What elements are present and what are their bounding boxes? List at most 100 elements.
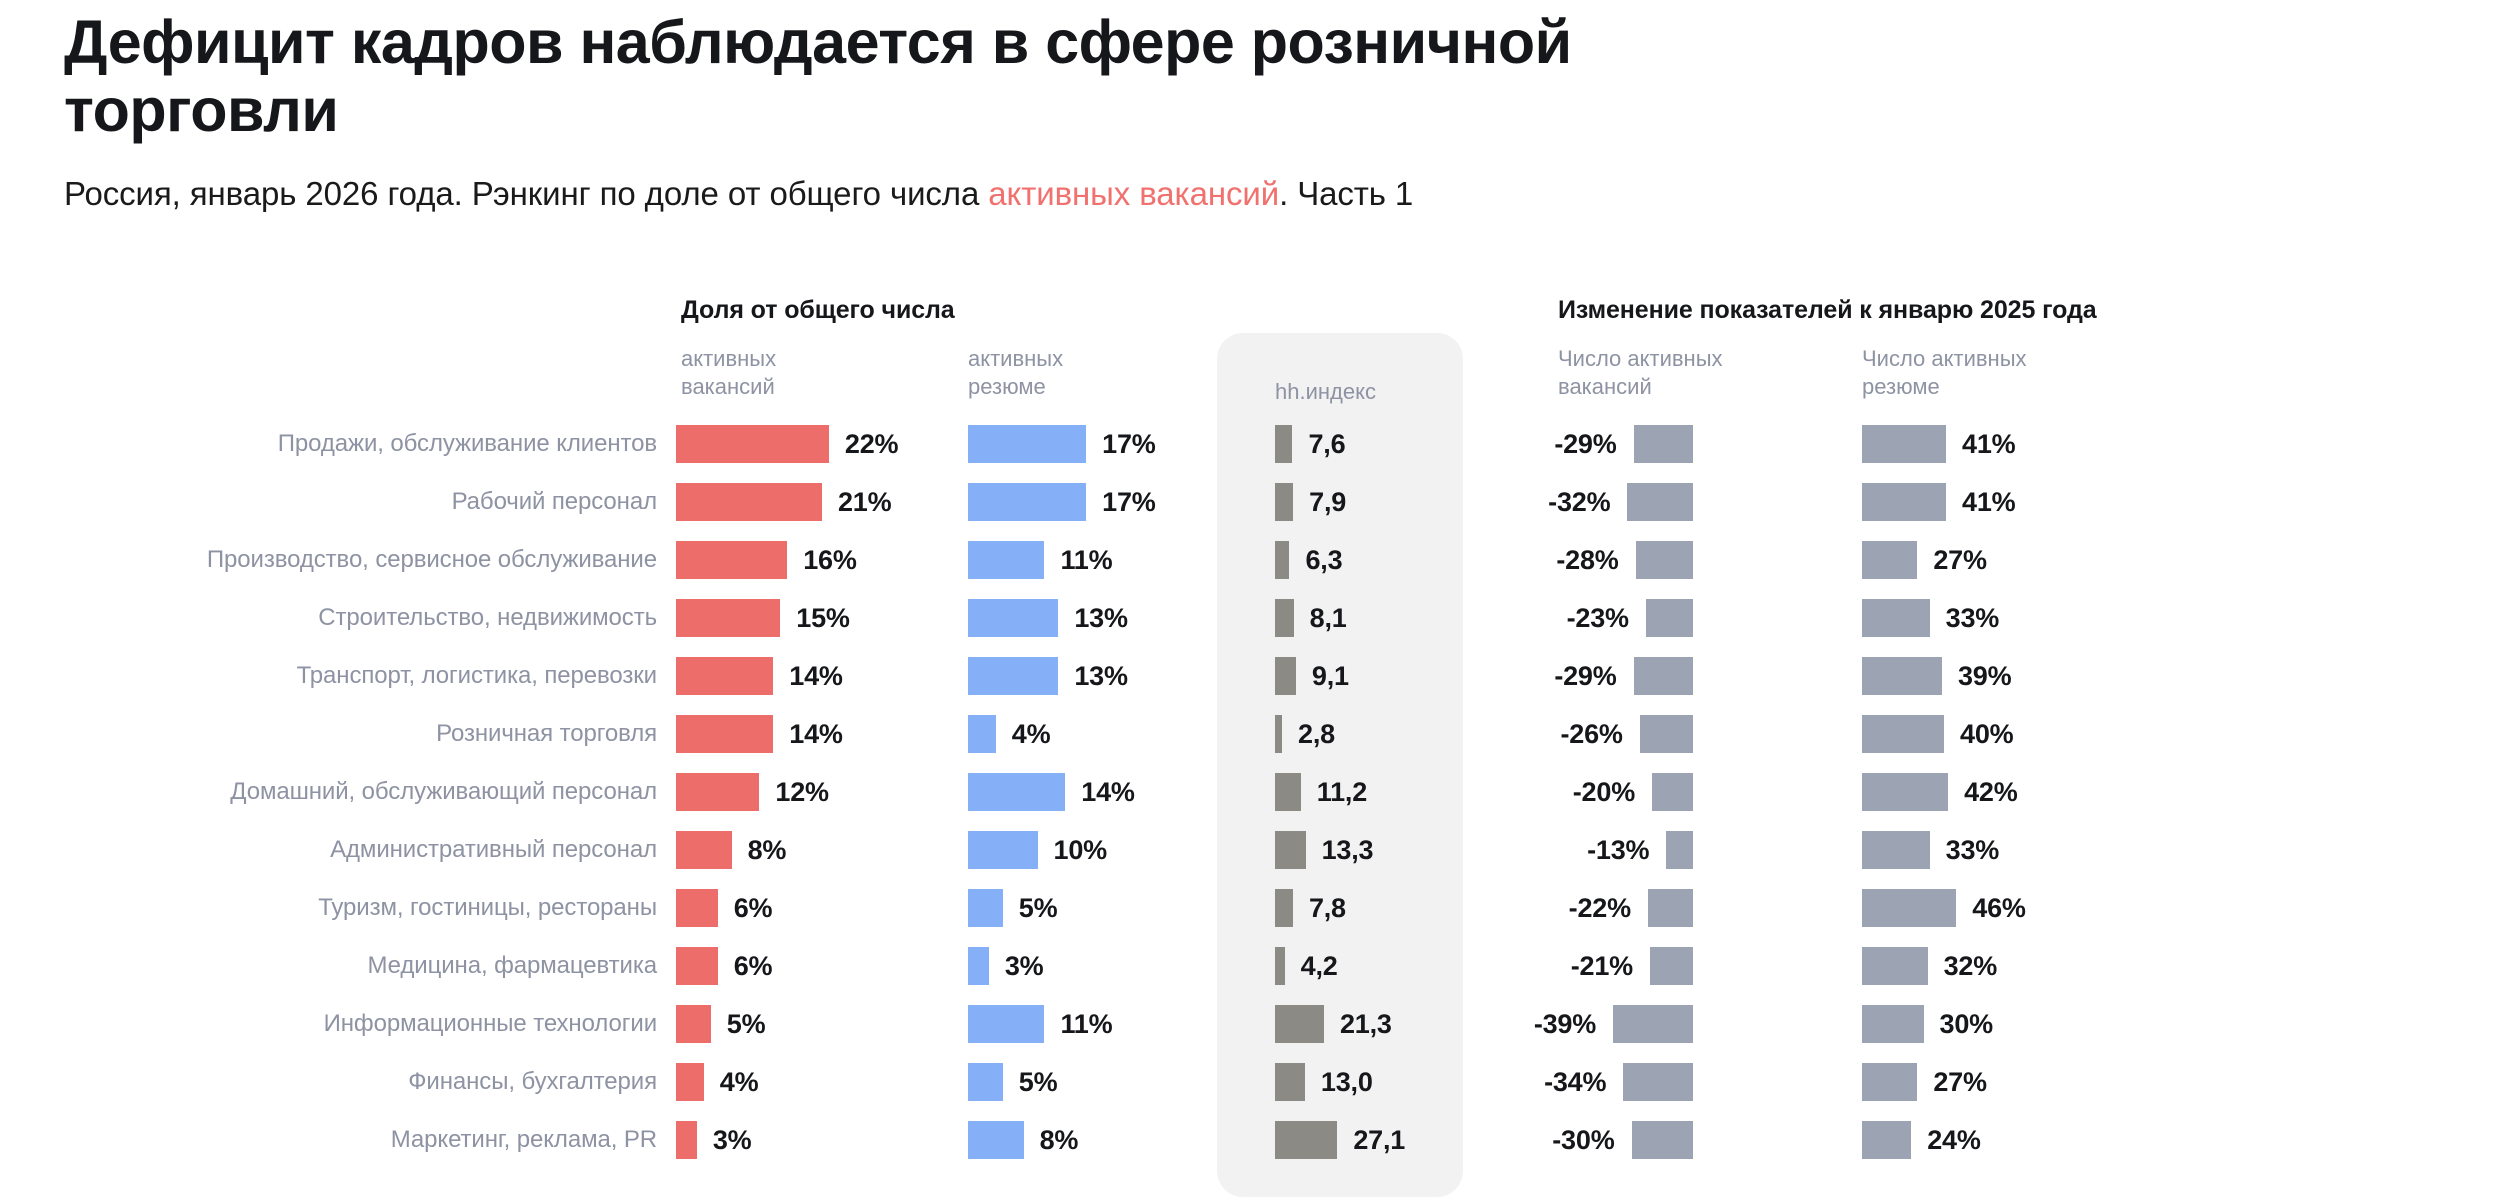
group-title-change: Изменение показателей к январю 2025 года bbox=[1558, 296, 2097, 324]
share-resumes: 8% bbox=[968, 1120, 1078, 1160]
hh-index-panel bbox=[1217, 333, 1463, 1197]
share-vacancies: 15% bbox=[676, 598, 850, 638]
row-label: Строительство, недвижимость bbox=[318, 604, 657, 631]
change-resumes-value: 46% bbox=[1972, 892, 2026, 923]
share-vacancies: 21% bbox=[676, 482, 892, 522]
row-label: Административный персонал bbox=[330, 836, 657, 863]
change-vacancies: -29% bbox=[1554, 424, 1693, 464]
share-vacancies-value: 4% bbox=[719, 1066, 759, 1097]
change-vacancies-value: -30% bbox=[1552, 1124, 1615, 1155]
change-resumes-bar bbox=[1862, 425, 1947, 463]
change-vacancies-value: -26% bbox=[1560, 718, 1623, 749]
hh-index-value: 8,1 bbox=[1309, 602, 1347, 633]
change-resumes-value: 33% bbox=[1945, 602, 2000, 633]
change-vacancies-bar bbox=[1633, 657, 1693, 695]
hh-index: 8,1 bbox=[1275, 598, 1347, 638]
share-vacancies-bar bbox=[676, 1063, 704, 1101]
share-vacancies-bar bbox=[676, 831, 732, 869]
header: Дефицит кадров наблюдается в сфере розни… bbox=[64, 8, 2444, 213]
share-resumes-bar bbox=[968, 715, 996, 753]
share-vacancies-bar bbox=[676, 889, 718, 927]
share-resumes-bar bbox=[968, 541, 1045, 579]
hh-index-bar bbox=[1275, 889, 1293, 927]
share-vacancies-value: 12% bbox=[775, 776, 829, 807]
page-subtitle: Россия, январь 2026 года. Рэнкинг по дол… bbox=[64, 145, 2444, 214]
share-resumes-value: 17% bbox=[1102, 486, 1156, 517]
change-resumes: 27% bbox=[1862, 1062, 1987, 1102]
share-resumes: 14% bbox=[968, 772, 1135, 812]
page-title: Дефицит кадров наблюдается в сфере розни… bbox=[64, 8, 1572, 145]
change-resumes-bar bbox=[1862, 541, 1918, 579]
change-resumes-bar bbox=[1862, 657, 1942, 695]
chart-row: Строительство, недвижимость 15% 13% 8,1 -23%… bbox=[0, 589, 2500, 647]
hh-index-value: 21,3 bbox=[1339, 1008, 1392, 1039]
share-vacancies-value: 3% bbox=[712, 1124, 752, 1155]
hh-index: 21,3 bbox=[1275, 1004, 1392, 1044]
change-vacancies: -28% bbox=[1556, 540, 1693, 580]
hh-index-bar bbox=[1275, 947, 1285, 985]
change-vacancies-value: -28% bbox=[1556, 544, 1619, 575]
row-label: Туризм, гостиницы, рестораны bbox=[318, 894, 657, 921]
share-vacancies: 3% bbox=[676, 1120, 752, 1160]
hh-index-value: 13,0 bbox=[1320, 1066, 1373, 1097]
chart-row: Медицина, фармацевтика 6% 3% 4,2 -21% 32% bbox=[0, 937, 2500, 995]
hh-index: 4,2 bbox=[1275, 946, 1338, 986]
chart-area: Доля от общего числа Изменение показател… bbox=[0, 290, 2500, 1197]
change-resumes-bar bbox=[1862, 831, 1930, 869]
share-vacancies: 12% bbox=[676, 772, 829, 812]
change-resumes-value: 41% bbox=[1962, 428, 2016, 459]
share-resumes-bar bbox=[968, 483, 1087, 521]
share-resumes-bar bbox=[968, 773, 1066, 811]
change-vacancies-value: -20% bbox=[1572, 776, 1635, 807]
change-resumes-value: 30% bbox=[1939, 1008, 1994, 1039]
share-vacancies-value: 16% bbox=[803, 544, 857, 575]
change-vacancies-bar bbox=[1652, 773, 1693, 811]
change-resumes-bar bbox=[1862, 773, 1949, 811]
change-vacancies-value: -22% bbox=[1568, 892, 1631, 923]
share-vacancies-value: 15% bbox=[796, 602, 850, 633]
change-vacancies-value: -32% bbox=[1548, 486, 1611, 517]
share-vacancies-value: 8% bbox=[747, 834, 787, 865]
hh-index-value: 2,8 bbox=[1298, 718, 1335, 749]
share-resumes-value: 4% bbox=[1011, 718, 1051, 749]
chart-row: Маркетинг, реклама, PR 3% 8% 27,1 -30% 24% bbox=[0, 1111, 2500, 1169]
share-resumes: 3% bbox=[968, 946, 1044, 986]
share-resumes-value: 14% bbox=[1081, 776, 1135, 807]
share-resumes: 17% bbox=[968, 424, 1156, 464]
hh-index: 7,9 bbox=[1275, 482, 1346, 522]
row-label: Медицина, фармацевтика bbox=[367, 952, 658, 979]
change-vacancies-bar bbox=[1639, 715, 1693, 753]
subtitle-accent: активных вакансий bbox=[988, 174, 1280, 212]
change-vacancies-value: -23% bbox=[1566, 602, 1629, 633]
hh-index-value: 7,8 bbox=[1308, 892, 1346, 923]
hh-index-bar bbox=[1275, 599, 1294, 637]
hh-index: 7,8 bbox=[1275, 888, 1346, 928]
change-resumes-bar bbox=[1862, 1005, 1924, 1043]
change-vacancies-value: -39% bbox=[1533, 1008, 1597, 1039]
change-resumes-value: 27% bbox=[1933, 1066, 1987, 1097]
share-resumes-value: 11% bbox=[1060, 1008, 1113, 1039]
change-resumes: 42% bbox=[1862, 772, 2018, 812]
share-resumes-value: 13% bbox=[1074, 660, 1128, 691]
change-vacancies-value: -29% bbox=[1554, 428, 1617, 459]
chart-row: Административный персонал 8% 10% 13,3 -13% 33… bbox=[0, 821, 2500, 879]
change-vacancies: -29% bbox=[1554, 656, 1693, 696]
change-resumes: 46% bbox=[1862, 888, 2026, 928]
share-vacancies-bar bbox=[676, 657, 774, 695]
hh-index-bar bbox=[1275, 1063, 1305, 1101]
share-resumes-bar bbox=[968, 425, 1087, 463]
change-resumes: 27% bbox=[1862, 540, 1987, 580]
share-resumes: 5% bbox=[968, 888, 1058, 928]
change-resumes-value: 41% bbox=[1962, 486, 2016, 517]
change-resumes-value: 39% bbox=[1957, 660, 2012, 691]
share-vacancies: 4% bbox=[676, 1062, 759, 1102]
share-vacancies-bar bbox=[676, 599, 781, 637]
share-resumes-value: 10% bbox=[1053, 834, 1108, 865]
hh-index-bar bbox=[1275, 1005, 1324, 1043]
share-resumes: 4% bbox=[968, 714, 1051, 754]
hh-index-bar bbox=[1275, 657, 1296, 695]
change-vacancies: -32% bbox=[1548, 482, 1693, 522]
row-label: Рабочий персонал bbox=[451, 488, 658, 515]
change-resumes: 39% bbox=[1862, 656, 2012, 696]
hh-index: 9,1 bbox=[1275, 656, 1349, 696]
